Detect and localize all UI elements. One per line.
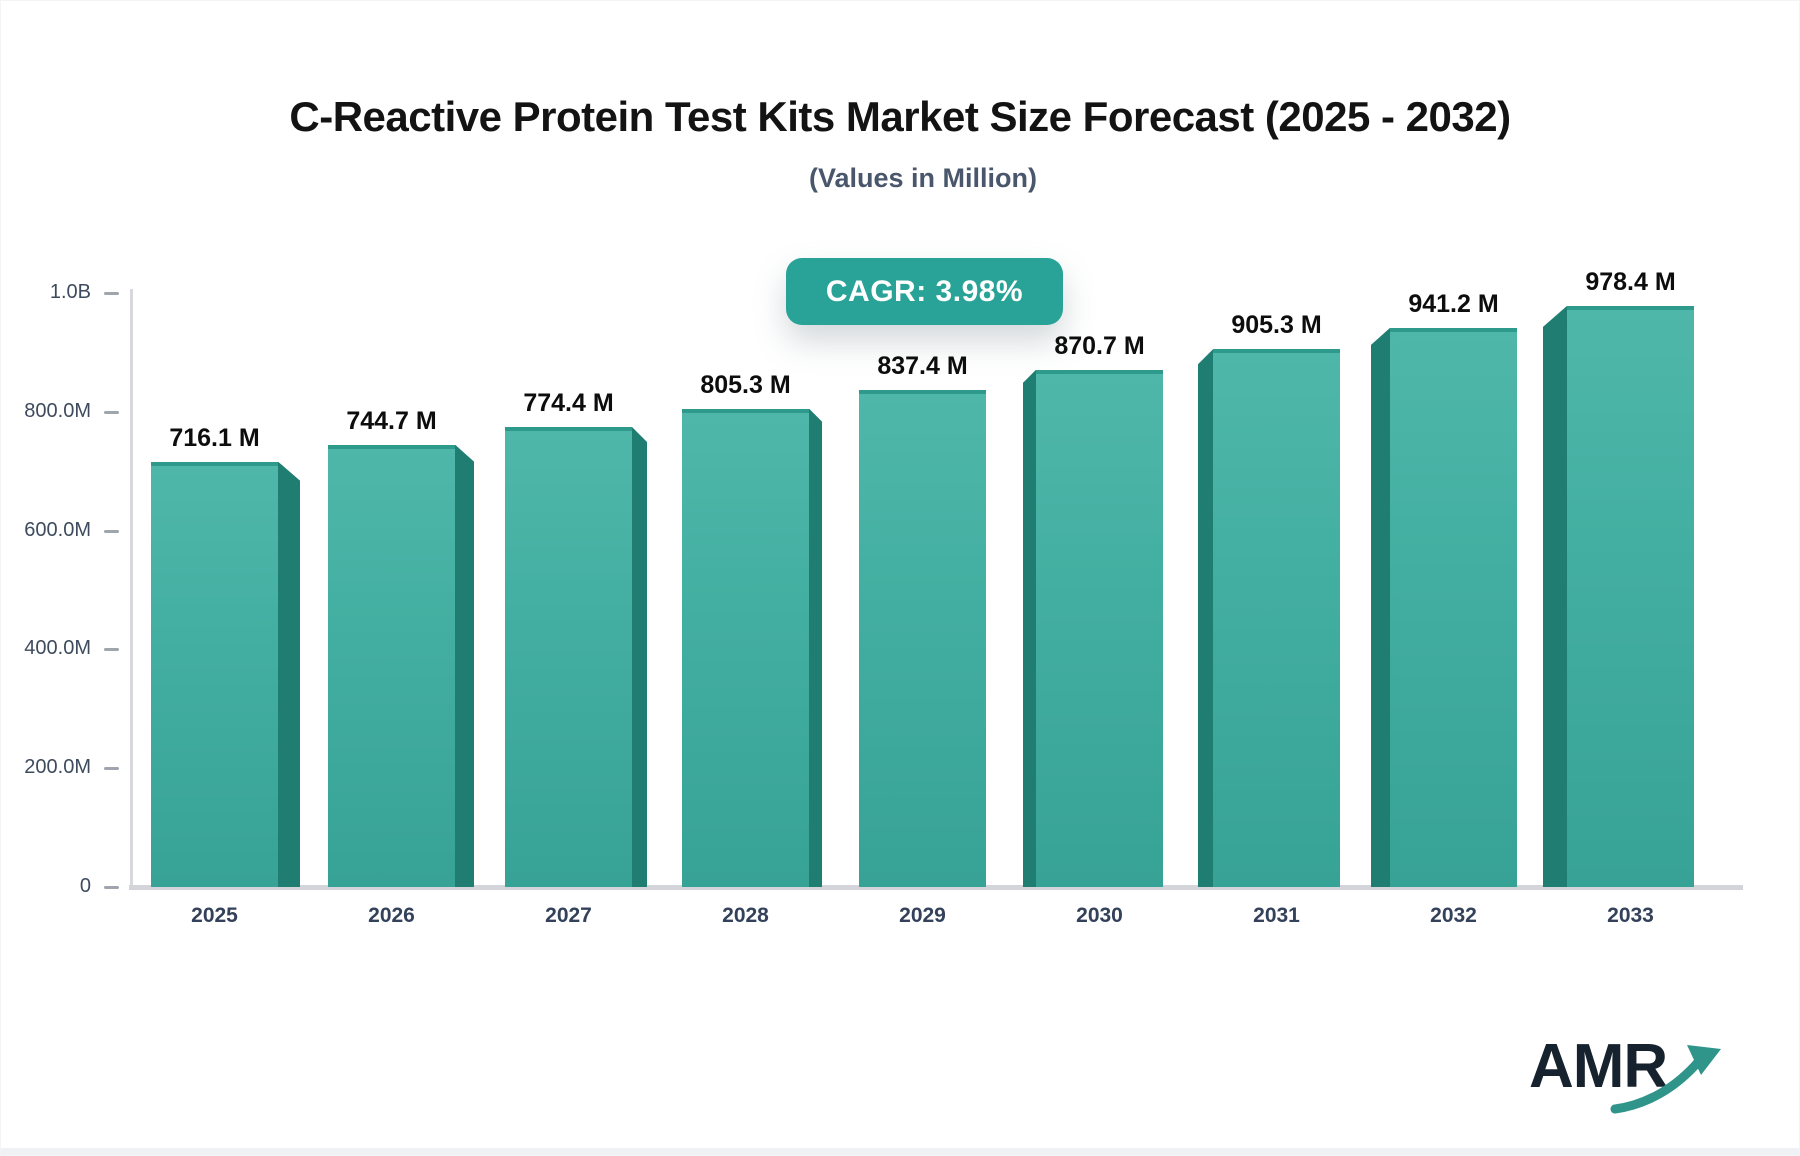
- bar-2026: [328, 444, 455, 887]
- bar-value-label-2028: 805.3 M: [700, 370, 791, 399]
- brand-logo-text: AMR: [1529, 1032, 1668, 1101]
- bar-value-label-2029: 837.4 M: [877, 351, 968, 380]
- brand-logo: AMR: [1529, 1031, 1729, 1121]
- cagr-badge: CAGR: 3.98%: [786, 258, 1063, 325]
- bar-side-2027: [632, 427, 647, 887]
- y-tick-label-600.0M: 600.0M: [24, 518, 91, 541]
- y-tick-label-800.0M: 800.0M: [24, 399, 91, 422]
- bar-side-2026: [455, 444, 474, 887]
- bar-side-2031: [1198, 349, 1213, 887]
- bar-2027: [505, 427, 632, 887]
- bar-value-label-2026: 744.7 M: [346, 406, 437, 435]
- growth-arrow-icon: [1610, 1045, 1721, 1114]
- y-tick-label-0: 0: [79, 875, 91, 897]
- bar-2025: [151, 461, 278, 887]
- bar-side-2028: [809, 408, 822, 887]
- y-tick-label-200.0M: 200.0M: [24, 756, 91, 779]
- chart-title: C-Reactive Protein Test Kits Market Size…: [289, 93, 1511, 140]
- bar-2032: [1390, 327, 1517, 887]
- y-tick-mark: [104, 292, 119, 295]
- bar-side-2033: [1543, 305, 1567, 887]
- x-axis-label-2030: 2030: [1076, 904, 1123, 927]
- x-axis-label-2025: 2025: [191, 904, 238, 927]
- y-tick-mark: [104, 648, 119, 652]
- y-tick-mark: [104, 529, 119, 533]
- bar-value-label-2025: 716.1 M: [169, 423, 260, 452]
- bar-value-label-2033: 978.4 M: [1585, 267, 1676, 296]
- bar-2033: [1567, 305, 1694, 887]
- y-tick-mark: [104, 767, 119, 771]
- y-tick-label-400.0M: 400.0M: [24, 637, 91, 660]
- x-axis-label-2033: 2033: [1607, 904, 1654, 927]
- x-axis-label-2029: 2029: [899, 904, 946, 927]
- bar-value-label-2031: 905.3 M: [1231, 311, 1322, 340]
- bar-2030: [1036, 369, 1163, 887]
- y-axis-line: [130, 289, 133, 890]
- bar-side-2032: [1371, 327, 1390, 887]
- x-axis-label-2027: 2027: [545, 904, 592, 927]
- bottom-edge: [1, 1148, 1799, 1155]
- bar-2028: [682, 408, 809, 887]
- bar-side-2030: [1023, 369, 1036, 887]
- x-axis-label-2028: 2028: [722, 904, 769, 927]
- bar-2029: [859, 389, 986, 887]
- bar-value-label-2032: 941.2 M: [1408, 289, 1499, 318]
- bar-2031: [1213, 349, 1340, 887]
- chart-subtitle: (Values in Million): [808, 163, 1038, 193]
- y-tick-mark: [104, 410, 119, 414]
- bar-value-label-2027: 774.4 M: [523, 389, 614, 417]
- bar-value-label-2030: 870.7 M: [1054, 331, 1145, 360]
- x-axis-baseline: [129, 885, 1743, 890]
- x-axis-label-2031: 2031: [1253, 904, 1300, 927]
- bar-side-2025: [278, 461, 300, 887]
- x-axis-label-2026: 2026: [368, 904, 415, 927]
- x-axis-label-2032: 2032: [1430, 904, 1477, 927]
- y-tick-mark: [104, 886, 119, 889]
- y-tick-label-1.0B: 1.0B: [49, 281, 91, 303]
